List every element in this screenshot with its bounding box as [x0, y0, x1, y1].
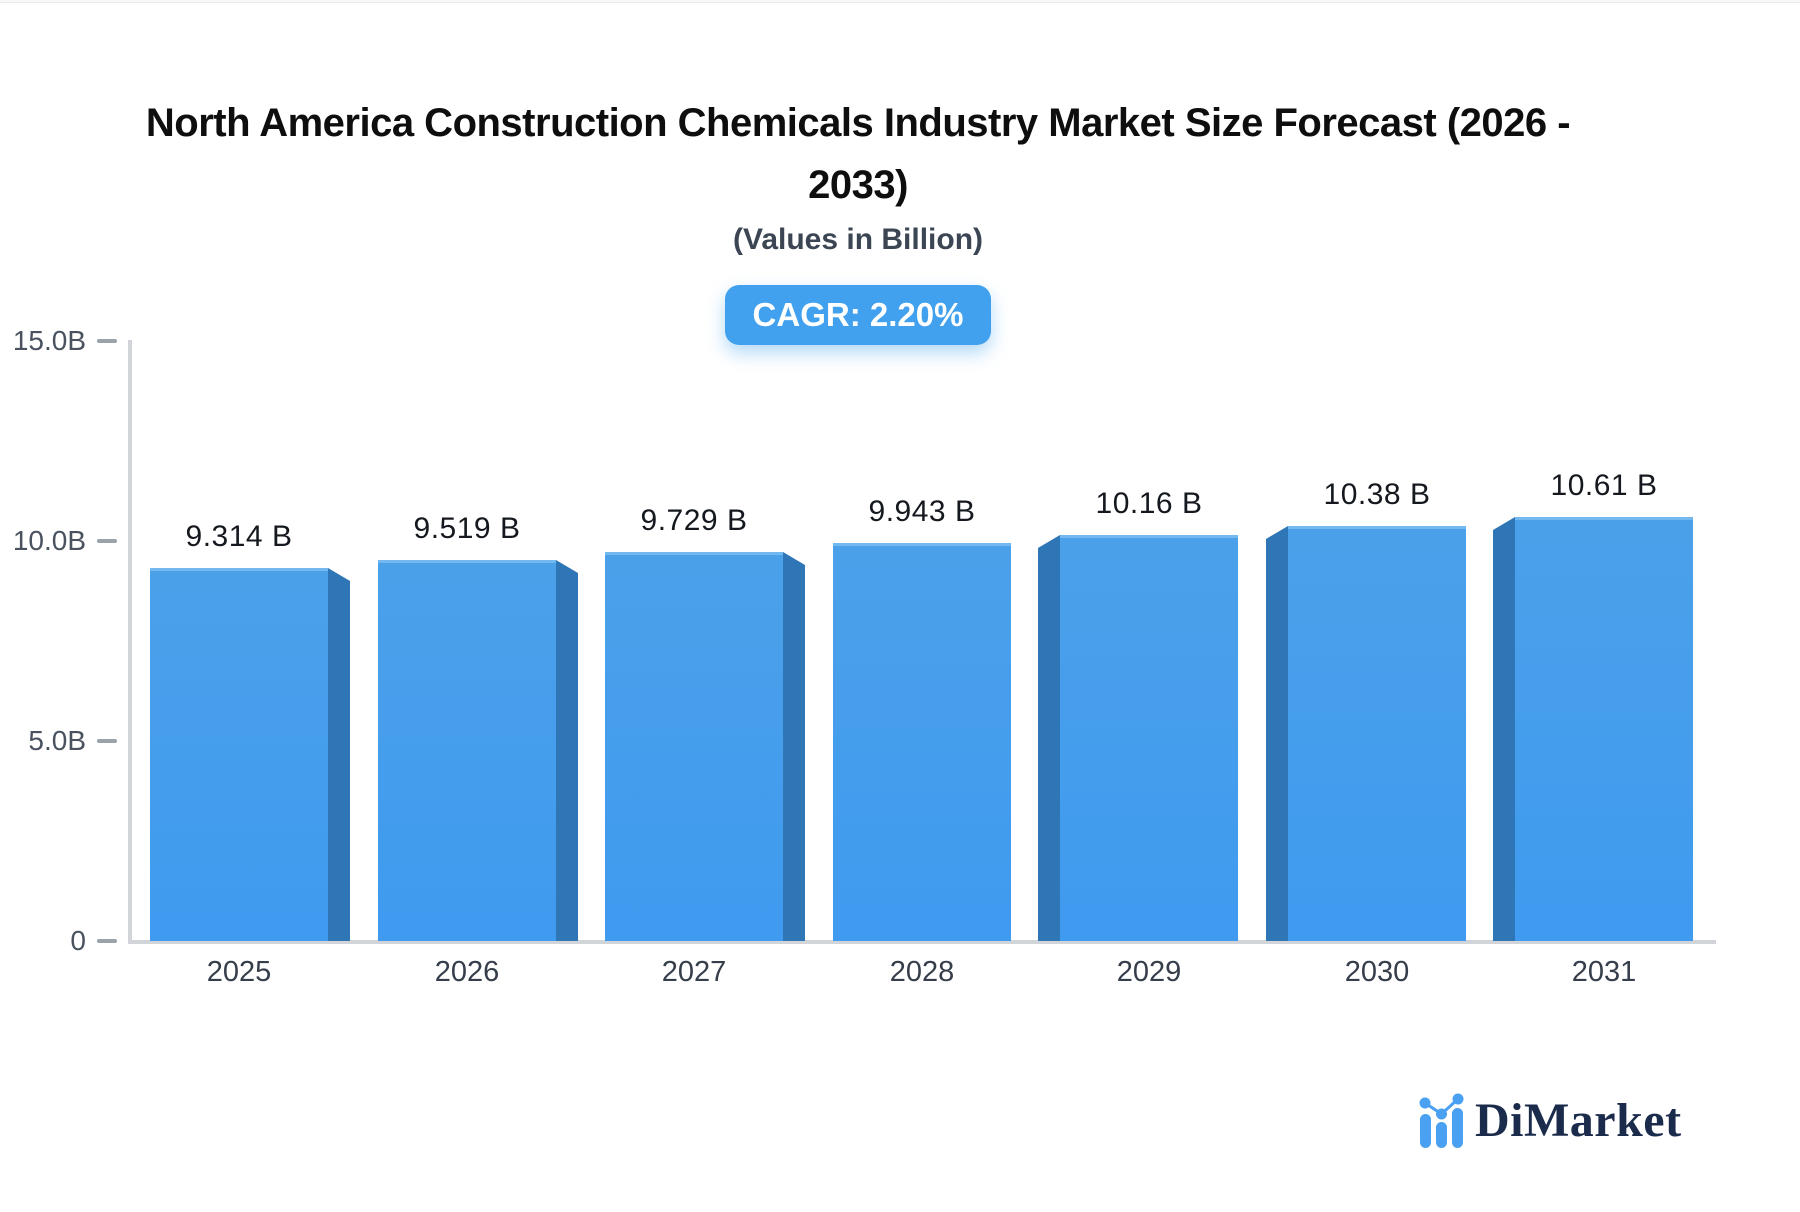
dimarket-logo-text: DiMarket	[1475, 1094, 1682, 1147]
bar-2030[interactable]	[1288, 526, 1466, 941]
bar-value-label-2025: 9.314 B	[185, 520, 293, 553]
x-axis-label-2026: 2026	[434, 956, 500, 988]
dimarket-logo: DiMarket	[1418, 1092, 1682, 1148]
bar-value-label-2028: 9.943 B	[868, 495, 976, 528]
y-tick-mark-15.0B	[97, 339, 117, 343]
chart-subtitle: (Values in Billion)	[732, 223, 984, 256]
cagr-badge: CAGR: 2.20%	[724, 285, 992, 345]
x-axis-label-2028: 2028	[889, 956, 955, 988]
chart-title-line2: 2033)	[808, 163, 908, 207]
chart-title: North America Construction Chemicals Ind…	[0, 92, 1716, 216]
bar-value-label-2031: 10.61 B	[1550, 469, 1658, 502]
page-top-border	[0, 0, 1800, 3]
y-tick-label-10.0B: 10.0B	[12, 525, 86, 556]
bar-2025[interactable]	[150, 568, 328, 941]
x-axis-label-2027: 2027	[661, 956, 727, 988]
bar-2027[interactable]	[605, 552, 783, 941]
y-tick-label-0: 0	[70, 925, 86, 956]
y-tick-mark-10.0B	[97, 539, 117, 543]
bar-side-2026	[556, 560, 578, 941]
bar-side-2027	[783, 552, 805, 941]
bar-side-2030	[1266, 526, 1288, 941]
x-axis-label-2025: 2025	[206, 956, 272, 988]
chart-title-line1: North America Construction Chemicals Ind…	[145, 101, 1571, 145]
chart-header: North America Construction Chemicals Ind…	[0, 92, 1716, 345]
y-tick-mark-0	[97, 939, 117, 943]
bar-side-2025	[328, 568, 350, 941]
bar-2031[interactable]	[1515, 517, 1693, 941]
bar-chart-logo-icon	[1419, 1093, 1464, 1148]
bar-side-2031	[1493, 517, 1515, 941]
bar-value-label-2029: 10.16 B	[1095, 487, 1203, 520]
bar-value-label-2026: 9.519 B	[413, 512, 521, 545]
bar-2026[interactable]	[378, 560, 556, 941]
bar-2028[interactable]	[833, 543, 1011, 941]
bar-2029[interactable]	[1060, 535, 1238, 941]
x-axis-label-2029: 2029	[1116, 956, 1182, 988]
bar-value-label-2030: 10.38 B	[1323, 478, 1431, 511]
y-tick-label-5.0B: 5.0B	[28, 725, 86, 756]
bar-side-2029	[1038, 535, 1060, 941]
y-tick-label-15.0B: 15.0B	[12, 325, 86, 356]
x-axis-label-2030: 2030	[1344, 956, 1410, 988]
x-axis-label-2031: 2031	[1571, 956, 1637, 988]
y-axis-line	[128, 340, 132, 944]
y-tick-mark-5.0B	[97, 739, 117, 743]
bar-value-label-2027: 9.729 B	[640, 504, 748, 537]
x-axis-line	[128, 940, 1716, 944]
